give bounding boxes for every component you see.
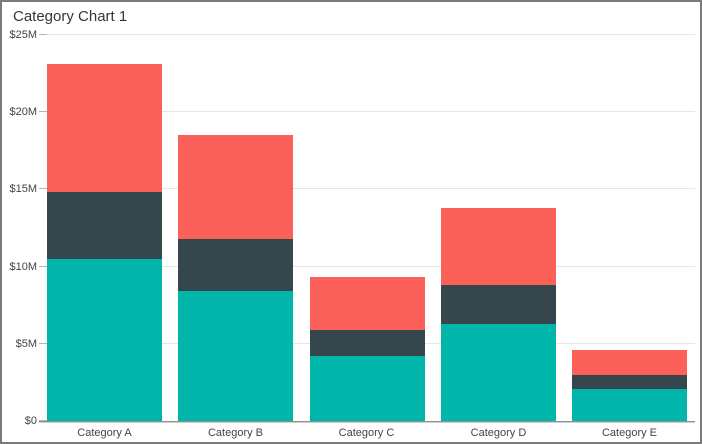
x-axis-label: Category D	[470, 427, 527, 439]
y-gridline	[39, 111, 695, 112]
x-axis-label: Category E	[601, 427, 658, 439]
bar-segment-bottom[interactable]	[441, 324, 556, 421]
bar-segment-bottom[interactable]	[178, 291, 293, 421]
bar-segment-middle[interactable]	[178, 239, 293, 291]
bar-segment-top[interactable]	[47, 64, 162, 192]
chart-title: Category Chart 1	[13, 8, 128, 25]
y-axis-tick	[39, 111, 47, 112]
y-axis-tick	[39, 420, 47, 421]
bar-segment-top[interactable]	[178, 135, 293, 239]
y-axis-tick	[39, 266, 47, 267]
bar-segment-bottom[interactable]	[310, 356, 425, 421]
x-axis-line	[39, 421, 695, 423]
y-gridline	[39, 34, 695, 35]
bar-segment-middle[interactable]	[572, 375, 687, 389]
y-axis-tick	[39, 34, 47, 35]
x-axis-label: Category C	[338, 427, 395, 439]
y-axis-label: $20M	[9, 106, 37, 118]
bar-segment-middle[interactable]	[310, 330, 425, 356]
bar-segment-top[interactable]	[441, 208, 556, 285]
bar-segment-middle[interactable]	[47, 192, 162, 259]
y-axis-tick	[39, 188, 47, 189]
x-axis-label: Category B	[207, 427, 264, 439]
bar-segment-top[interactable]	[310, 277, 425, 330]
bar-segment-top[interactable]	[572, 350, 687, 375]
y-gridline	[39, 266, 695, 267]
bar-segment-middle[interactable]	[441, 285, 556, 324]
x-axis-label: Category A	[77, 427, 132, 439]
y-axis-label: $10M	[9, 261, 37, 273]
y-axis-tick	[39, 343, 47, 344]
bar-segment-bottom[interactable]	[47, 259, 162, 421]
y-gridline	[39, 188, 695, 189]
y-axis-label: $0	[24, 415, 37, 427]
y-axis-label: $15M	[9, 183, 37, 195]
y-axis-label: $25M	[9, 29, 37, 41]
y-axis-label: $5M	[15, 338, 37, 350]
bar-segment-bottom[interactable]	[572, 389, 687, 421]
